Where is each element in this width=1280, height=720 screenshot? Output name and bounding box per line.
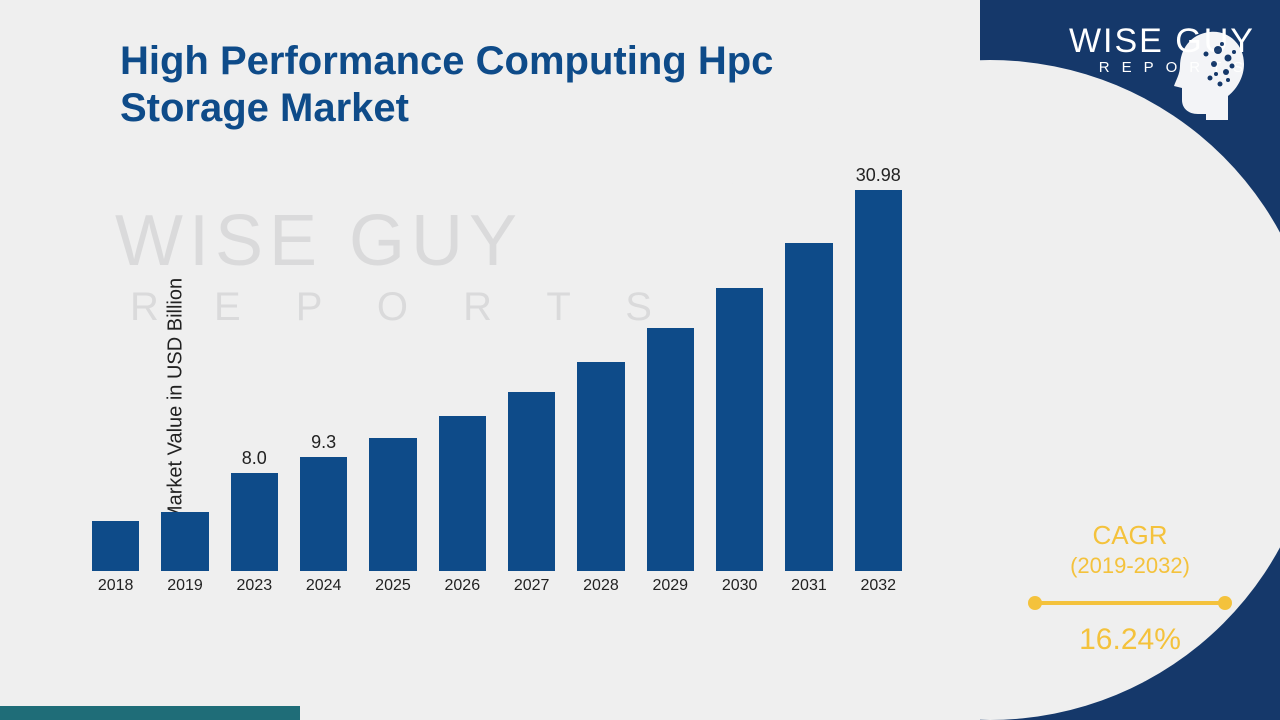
- cagr-divider: [1035, 601, 1225, 605]
- bar: [647, 328, 694, 571]
- bar: [716, 288, 763, 571]
- bar-group: 2027: [508, 368, 555, 595]
- bar: [439, 416, 486, 571]
- bar: [855, 190, 902, 571]
- bar: [300, 457, 347, 571]
- x-tick-label: 2025: [375, 577, 411, 595]
- chart-title: High Performance Computing Hpc Storage M…: [120, 38, 840, 132]
- bar-group: 8.0 2023: [231, 448, 278, 595]
- bar: [785, 243, 832, 571]
- bar-group: 2029: [647, 304, 694, 595]
- bar-group: 2028: [577, 338, 624, 595]
- bar: [369, 438, 416, 571]
- x-tick-label: 2026: [445, 577, 481, 595]
- bar-group: 2026: [439, 392, 486, 595]
- bar: [92, 521, 139, 571]
- bar-group: 2031: [785, 219, 832, 595]
- x-tick-label: 2028: [583, 577, 619, 595]
- cagr-value: 16.24%: [1025, 623, 1235, 657]
- x-tick-label: 2023: [237, 577, 273, 595]
- bar-value-label: 30.98: [856, 165, 901, 186]
- bar: [508, 392, 555, 571]
- x-tick-label: 2018: [98, 577, 134, 595]
- x-tick-label: 2024: [306, 577, 342, 595]
- bar-group: 2030: [716, 264, 763, 595]
- x-tick-label: 2027: [514, 577, 550, 595]
- bar: [577, 362, 624, 571]
- x-tick-label: 2029: [652, 577, 688, 595]
- brand-head-icon: [1172, 30, 1252, 120]
- bar-value-label: 9.3: [311, 432, 336, 453]
- bar-value-label: 8.0: [242, 448, 267, 469]
- bar: [161, 512, 208, 571]
- bar-group: 9.3 2024: [300, 432, 347, 595]
- x-tick-label: 2030: [722, 577, 758, 595]
- x-tick-label: 2031: [791, 577, 827, 595]
- plot-area: 2018 2019 8.0 2023 9.3 2024 2025 2026 2027 2028 20…: [90, 165, 902, 595]
- bar-chart: Market Value in USD Billion 201820198.02…: [72, 165, 902, 635]
- x-tick-label: 2019: [167, 577, 203, 595]
- bar-group: 2018: [92, 497, 139, 595]
- cagr-block: CAGR (2019-2032) 16.24%: [1025, 520, 1235, 657]
- cagr-range: (2019-2032): [1025, 553, 1235, 579]
- x-tick-label: 2032: [860, 577, 896, 595]
- bar-group: 2025: [369, 414, 416, 595]
- bar-group: 2019: [161, 488, 208, 595]
- bar-group: 30.98 2032: [855, 165, 902, 595]
- footer-accent-bar: [0, 706, 300, 720]
- bar: [231, 473, 278, 571]
- cagr-label: CAGR: [1025, 520, 1235, 551]
